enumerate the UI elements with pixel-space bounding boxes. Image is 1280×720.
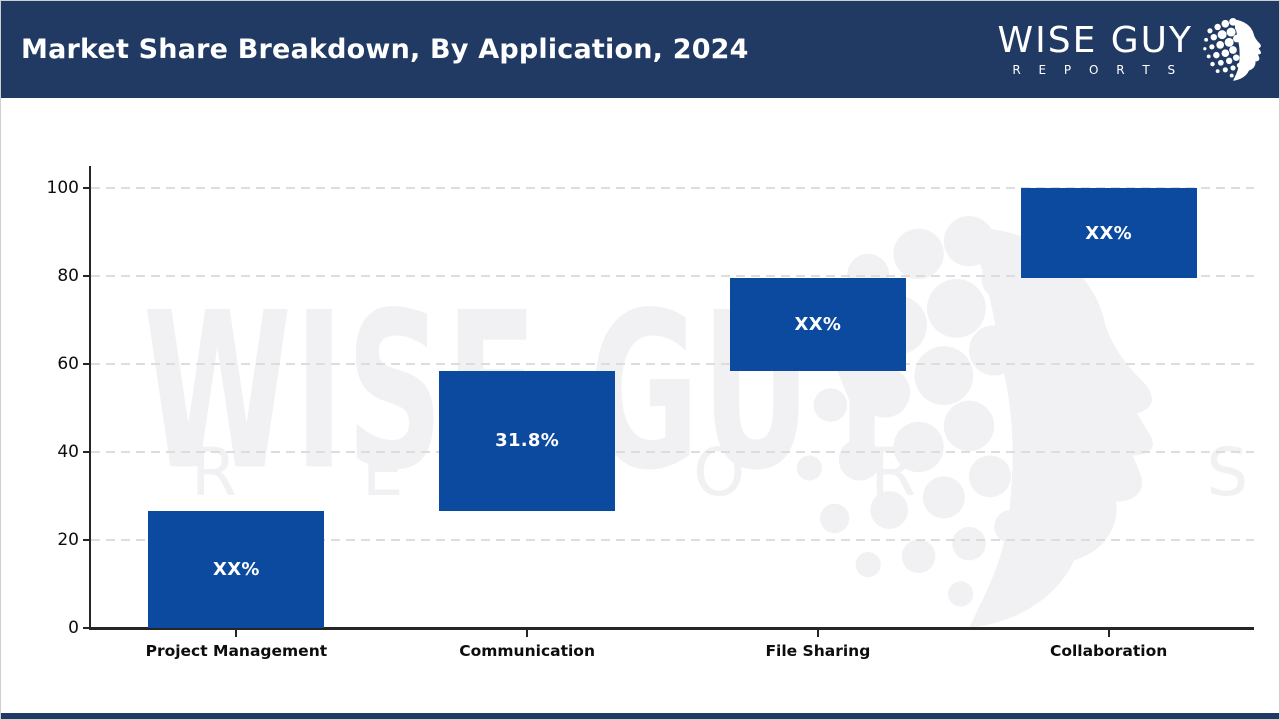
y-tick-mark-20	[83, 539, 91, 541]
x-tick-mark-project-management	[235, 630, 238, 637]
y-tick-mark-100	[83, 187, 91, 189]
bar-value-label-communication: 31.8%	[495, 430, 560, 452]
x-tick-mark-communication	[526, 630, 529, 637]
y-tick-mark-40	[83, 451, 91, 453]
gridline-80	[91, 275, 1254, 277]
bar-communication: 31.8%	[439, 371, 616, 511]
x-category-label-communication: Communication	[459, 642, 595, 660]
gridline-40	[91, 451, 1254, 453]
wise-guy-reports-logo: WISE GUY R E P O R T S	[998, 1, 1266, 98]
bar-value-label-project-management: XX%	[213, 558, 260, 580]
footer-accent-bar	[1, 713, 1279, 719]
bar-project-management: XX%	[148, 510, 325, 628]
page-title: Market Share Breakdown, By Application, …	[21, 34, 749, 65]
logo-reports-text: R E P O R T S	[1012, 63, 1183, 77]
x-category-label-file-sharing: File Sharing	[765, 642, 871, 660]
y-tick-label-60: 60	[57, 354, 79, 374]
header-banner: Market Share Breakdown, By Application, …	[1, 1, 1279, 98]
x-category-label-project-management: Project Management	[145, 642, 328, 660]
x-tick-mark-file-sharing	[816, 630, 819, 637]
y-tick-label-0: 0	[68, 618, 79, 638]
y-tick-label-20: 20	[57, 530, 79, 550]
bar-file-sharing: XX%	[729, 278, 906, 372]
gridline-20	[91, 539, 1254, 541]
x-tick-mark-collaboration	[1107, 630, 1110, 637]
x-category-label-collaboration: Collaboration	[1049, 642, 1168, 660]
y-tick-label-40: 40	[57, 442, 79, 462]
y-tick-mark-80	[83, 275, 91, 277]
x-axis-spine	[89, 627, 1254, 630]
chart-area: WISE GUY R E P O R T S 0 20 40 60 80 100 XX% Pr…	[1, 98, 1279, 715]
y-tick-mark-0	[83, 627, 91, 629]
bar-value-label-file-sharing: XX%	[794, 314, 842, 336]
logo-dot-face-icon	[1201, 8, 1265, 92]
y-tick-label-80: 80	[57, 266, 79, 286]
bar-value-label-collaboration: XX%	[1085, 222, 1132, 244]
y-tick-mark-60	[83, 363, 91, 365]
gridline-60	[91, 363, 1254, 365]
logo-wordmark: WISE GUY	[997, 20, 1193, 61]
gridline-100	[91, 187, 1254, 189]
bar-collaboration: XX%	[1020, 188, 1197, 279]
y-axis-spine	[89, 166, 91, 630]
logo-text: WISE GUY R E P O R T S	[997, 20, 1194, 77]
y-tick-label-100: 100	[46, 178, 79, 198]
